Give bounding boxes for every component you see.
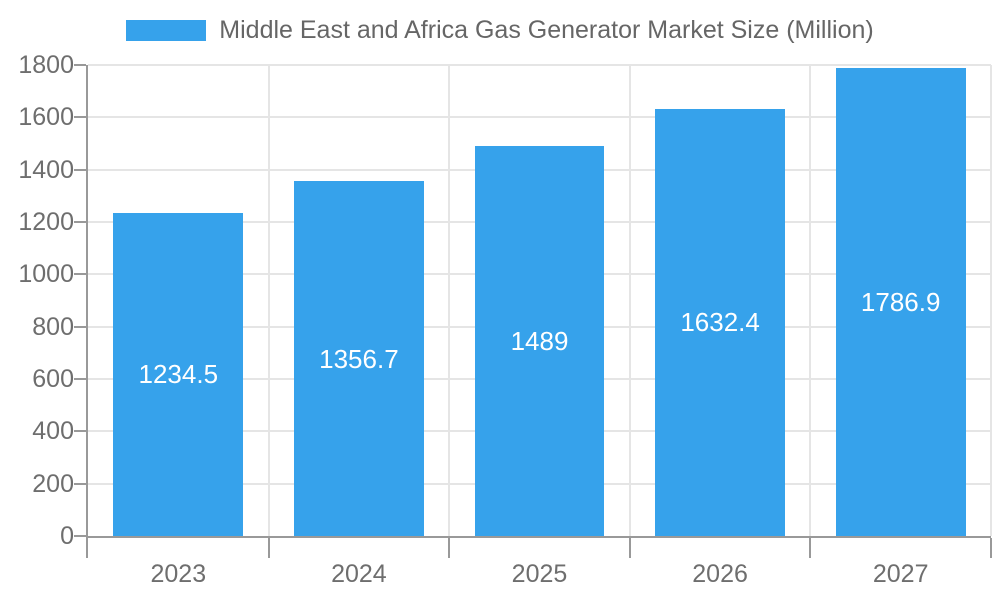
y-axis-tick bbox=[74, 378, 86, 380]
y-axis-tick-label: 1200 bbox=[18, 208, 74, 236]
y-axis-tick-label: 600 bbox=[32, 365, 74, 393]
plot-area: 1234.5 1356.7 1489 1632.4 1786.9 bbox=[74, 64, 992, 558]
h-gridline bbox=[88, 116, 991, 119]
x-axis-tick-label: 2024 bbox=[331, 560, 387, 588]
y-axis-tick-label: 1800 bbox=[18, 51, 74, 79]
legend-label: Middle East and Africa Gas Generator Mar… bbox=[219, 16, 874, 44]
x-axis-tick bbox=[628, 538, 631, 558]
y-axis-tick-label: 1400 bbox=[18, 155, 74, 184]
h-gridline bbox=[88, 64, 991, 66]
y-axis-tick bbox=[74, 535, 86, 537]
y-axis-tick bbox=[74, 482, 86, 485]
bar-2026[interactable]: 1632.4 bbox=[655, 108, 785, 536]
y-axis-tick-label: 1000 bbox=[18, 260, 74, 289]
v-gridline bbox=[267, 65, 270, 536]
y-axis-tick bbox=[74, 168, 86, 171]
chart-legend: Middle East and Africa Gas Generator Mar… bbox=[0, 15, 1000, 45]
x-axis-tick bbox=[809, 538, 812, 558]
y-axis-tick-label: 400 bbox=[32, 417, 74, 446]
x-axis-tick-label: 2023 bbox=[150, 560, 207, 588]
y-axis-tick bbox=[74, 221, 86, 223]
y-axis-tick-label: 800 bbox=[32, 312, 74, 341]
x-axis-labels: 2023 2024 2025 2026 2027 bbox=[88, 559, 993, 589]
y-axis-tick-label: 1600 bbox=[18, 103, 74, 132]
x-axis-tick bbox=[86, 538, 88, 558]
bar-value-label: 1356.7 bbox=[319, 343, 399, 374]
x-axis-tick-label: 2025 bbox=[511, 560, 568, 588]
bar-value-label: 1786.9 bbox=[860, 287, 941, 318]
y-axis-tick bbox=[74, 325, 86, 328]
x-axis-tick bbox=[990, 538, 992, 558]
bar-2023[interactable]: 1234.5 bbox=[113, 212, 244, 536]
x-axis-tick-label: 2027 bbox=[872, 560, 929, 588]
x-axis-tick bbox=[448, 538, 451, 558]
v-gridline bbox=[809, 65, 812, 536]
v-gridline bbox=[990, 65, 992, 536]
v-gridline bbox=[628, 65, 631, 536]
bar-value-label: 1632.4 bbox=[680, 307, 760, 338]
legend-swatch-icon bbox=[126, 19, 207, 41]
y-axis-tick-label: 200 bbox=[32, 469, 74, 498]
bar-value-label: 1489 bbox=[510, 326, 569, 357]
x-axis-tick bbox=[267, 538, 270, 558]
y-axis-tick-label: 0 bbox=[60, 522, 74, 550]
x-axis-tick-label: 2026 bbox=[692, 560, 748, 588]
legend-item[interactable]: Middle East and Africa Gas Generator Mar… bbox=[126, 15, 874, 45]
y-axis-labels: 0 200 400 600 800 1000 1200 1400 1600 1800 bbox=[0, 51, 74, 550]
y-axis-tick bbox=[74, 116, 86, 119]
y-axis-tick bbox=[74, 64, 86, 66]
bar-2027[interactable]: 1786.9 bbox=[835, 68, 966, 536]
y-axis-tick bbox=[74, 430, 86, 433]
bar-value-label: 1234.5 bbox=[138, 359, 219, 390]
bar-2025[interactable]: 1489 bbox=[474, 146, 605, 536]
y-axis-tick bbox=[74, 273, 86, 276]
v-gridline bbox=[448, 65, 451, 536]
bar-2024[interactable]: 1356.7 bbox=[294, 181, 424, 536]
